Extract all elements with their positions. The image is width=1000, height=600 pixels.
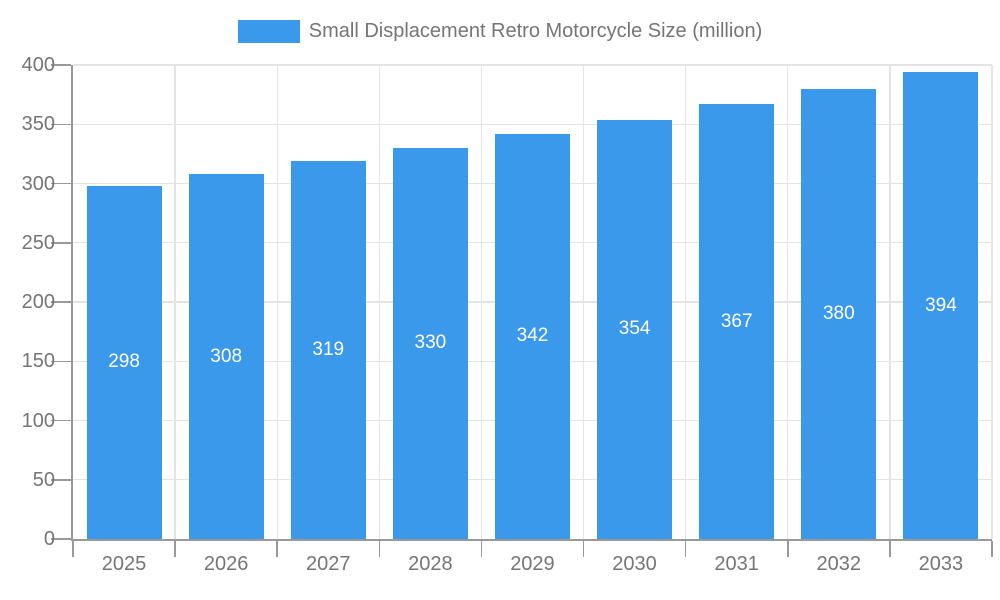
- x-axis-tick: [787, 541, 789, 557]
- bar-2032[interactable]: 380: [801, 88, 877, 539]
- y-axis-tick: [51, 360, 71, 362]
- x-axis-tick-label: 2027: [305, 553, 351, 575]
- y-axis-tick-label: 250: [21, 231, 55, 254]
- y-axis-tick-label: 50: [32, 468, 55, 491]
- x-axis-tick: [276, 541, 278, 557]
- y-axis-tick-label: 400: [21, 54, 55, 76]
- y-axis-tick: [51, 64, 71, 66]
- bar-2030[interactable]: 354: [597, 119, 673, 539]
- bar-value-label: 394: [925, 294, 957, 316]
- x-axis-tick: [582, 541, 585, 557]
- y-gridline: [73, 123, 992, 125]
- x-axis-tick-label: 2030: [612, 553, 657, 575]
- x-axis-tick-label: 2029: [510, 553, 555, 575]
- x-axis-tick: [378, 541, 381, 557]
- y-axis-tick-label: 100: [21, 409, 55, 432]
- y-axis-tick: [51, 538, 71, 540]
- chart-legend[interactable]: Small Displacement Retro Motorcycle Size…: [0, 20, 1000, 43]
- y-axis-tick-label: 200: [21, 291, 55, 313]
- x-axis-tick: [889, 541, 891, 557]
- legend-swatch[interactable]: [237, 20, 300, 43]
- bar-2025[interactable]: 298: [86, 185, 162, 539]
- x-axis-tick: [480, 541, 483, 557]
- x-axis-line: [71, 539, 992, 541]
- x-axis-tick-label: 2031: [714, 553, 759, 575]
- y-axis-tick-label: 300: [21, 172, 55, 195]
- x-axis-tick-label: 2025: [101, 553, 147, 575]
- x-axis-tick-label: 2032: [816, 553, 862, 575]
- y-axis-tick: [51, 301, 71, 303]
- bar-value-label: 380: [822, 302, 855, 324]
- x-gridline: [174, 65, 176, 539]
- bar-value-label: 308: [210, 345, 243, 367]
- x-axis-tick: [174, 541, 176, 557]
- x-gridline: [276, 65, 278, 539]
- y-axis-tick: [51, 123, 71, 125]
- y-axis-tick: [51, 182, 71, 185]
- y-axis-tick-label: 0: [43, 528, 55, 550]
- bar-value-label: 330: [414, 332, 447, 354]
- bar-2031[interactable]: 367: [699, 104, 775, 539]
- bar-2026[interactable]: 308: [188, 174, 264, 539]
- x-gridline: [378, 65, 381, 539]
- bar-value-label: 354: [618, 318, 651, 340]
- x-gridline: [480, 65, 483, 539]
- bar-value-label: 367: [720, 310, 753, 332]
- bar-2033[interactable]: 394: [903, 72, 979, 539]
- x-axis-tick: [684, 541, 687, 557]
- y-axis-line: [71, 65, 73, 541]
- bar-2027[interactable]: 319: [290, 160, 366, 539]
- x-axis-tick-label: 2033: [918, 553, 964, 575]
- x-axis-tick-label: 2026: [203, 553, 249, 575]
- x-axis-tick: [991, 541, 993, 557]
- bar-value-label: 342: [516, 325, 549, 347]
- x-axis-tick-label: 2028: [408, 553, 453, 575]
- x-gridline: [582, 65, 585, 539]
- y-axis-tick: [51, 242, 71, 244]
- bar-2029[interactable]: 342: [495, 133, 570, 539]
- y-axis-tick: [51, 479, 71, 481]
- x-axis-tick: [72, 541, 74, 557]
- y-axis-tick: [51, 419, 71, 422]
- legend-label[interactable]: Small Displacement Retro Motorcycle Size…: [308, 20, 763, 42]
- x-gridline: [991, 65, 993, 539]
- bar-value-label: 319: [312, 338, 345, 360]
- bar-value-label: 298: [108, 351, 140, 373]
- y-axis-tick-label: 350: [21, 113, 55, 136]
- x-gridline: [787, 65, 789, 539]
- y-gridline: [73, 64, 992, 66]
- y-axis-tick-label: 150: [21, 350, 55, 373]
- x-gridline: [889, 65, 891, 539]
- x-gridline: [684, 65, 687, 539]
- bar-2028[interactable]: 330: [392, 147, 468, 539]
